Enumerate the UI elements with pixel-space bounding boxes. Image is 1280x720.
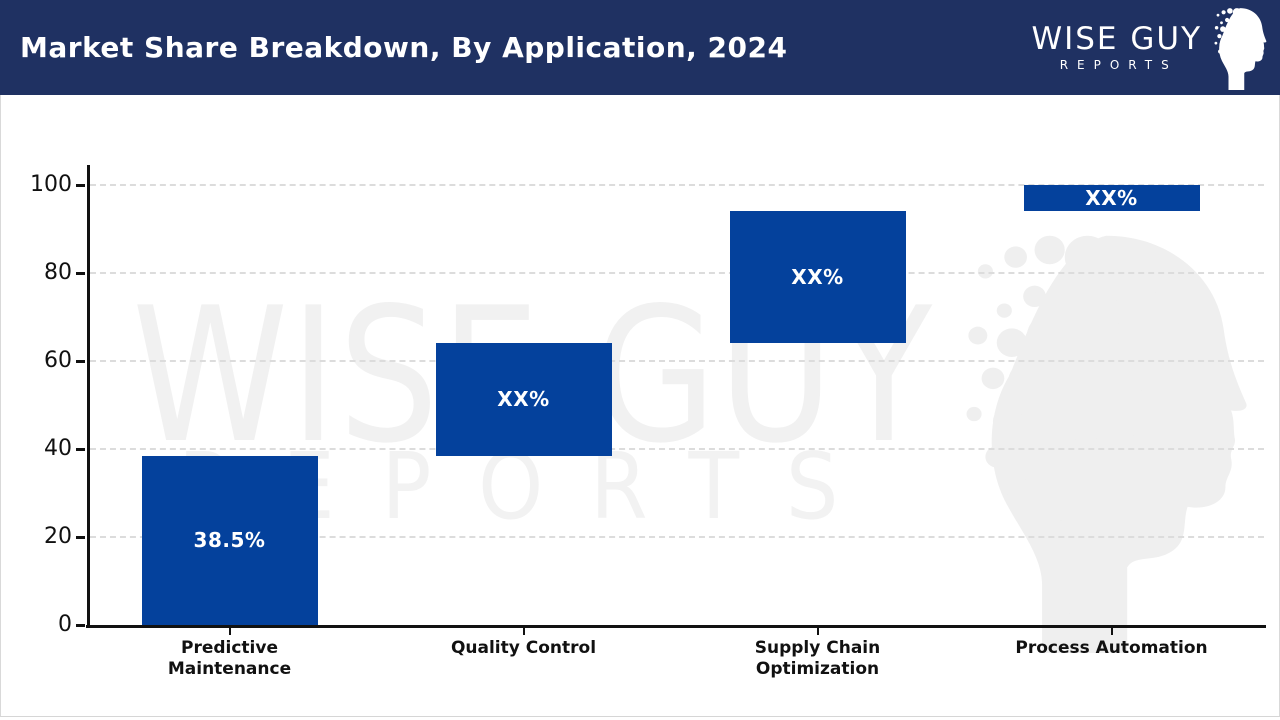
header-bar: Market Share Breakdown, By Application, … [0,0,1280,95]
bar-value-label: XX% [497,387,550,412]
x-axis-category-label-line: Process Automation [1015,638,1208,658]
gridline-80 [90,272,1264,274]
x-axis-category-label: Process Automation [1002,638,1222,659]
y-axis-spine [87,165,90,628]
logo-wordmark-sub: REPORTS [1059,57,1178,72]
x-axis-tick [228,628,231,635]
y-axis-tick-label: 0 [58,612,72,637]
x-axis-category-label-line: Optimization [755,659,880,679]
x-axis-tick [1110,628,1113,635]
y-axis-tick [76,448,85,451]
x-axis-category-label: Quality Control [414,638,634,659]
logo-wordmark: WISE GUY REPORTS [1031,23,1202,72]
y-axis-tick [76,184,85,187]
y-axis-tick-label: 40 [44,436,72,461]
x-axis-category-label: Predictive Maintenance [120,638,340,680]
gridline-100 [90,184,1264,186]
bar-value-label: XX% [1085,186,1138,211]
gridline-20 [90,536,1264,538]
bar-value-label: XX% [791,265,844,290]
x-axis-category-label-line: Predictive [180,638,278,658]
y-axis-tick [76,536,85,539]
x-axis-spine [86,625,1266,628]
bar-supply-chain-optimization: XX% [729,211,906,344]
x-axis-category-label-line: Supply Chain [754,638,881,658]
chart-figure: WISE GUY REPORTS 0 20 40 60 80 100 38.5% XX% XX%… [0,95,1280,720]
bar-process-automation: XX% [1023,185,1200,212]
x-axis-tick [522,628,525,635]
brand-logo: WISE GUY REPORTS [1031,6,1280,90]
x-axis-category-label: Supply Chain Optimization [708,638,928,680]
figure-border-left [0,95,1,717]
plot-area: 0 20 40 60 80 100 38.5% XX% XX% XX% Predictive Main… [30,165,1266,679]
bar-value-label: 38.5% [193,528,266,553]
gridline-60 [90,360,1264,362]
y-axis-tick-label: 100 [30,172,72,197]
y-axis-tick [76,624,85,627]
x-axis-category-label-line: Maintenance [167,659,292,679]
gridline-40 [90,448,1264,450]
y-axis-tick-label: 80 [44,260,72,285]
x-axis-tick [816,628,819,635]
bar-predictive-maintenance: 38.5% [141,455,318,625]
y-axis-tick [76,272,85,275]
chart-title: Market Share Breakdown, By Application, … [20,31,788,64]
logo-wordmark-main: WISE GUY [1031,21,1202,58]
figure-border-bottom [0,716,1280,717]
y-axis-tick-label: 60 [44,348,72,373]
x-axis-category-label-line: Quality Control [450,638,597,658]
y-axis-tick [76,360,85,363]
bar-quality-control: XX% [435,343,612,456]
y-axis-tick-label: 20 [44,524,72,549]
